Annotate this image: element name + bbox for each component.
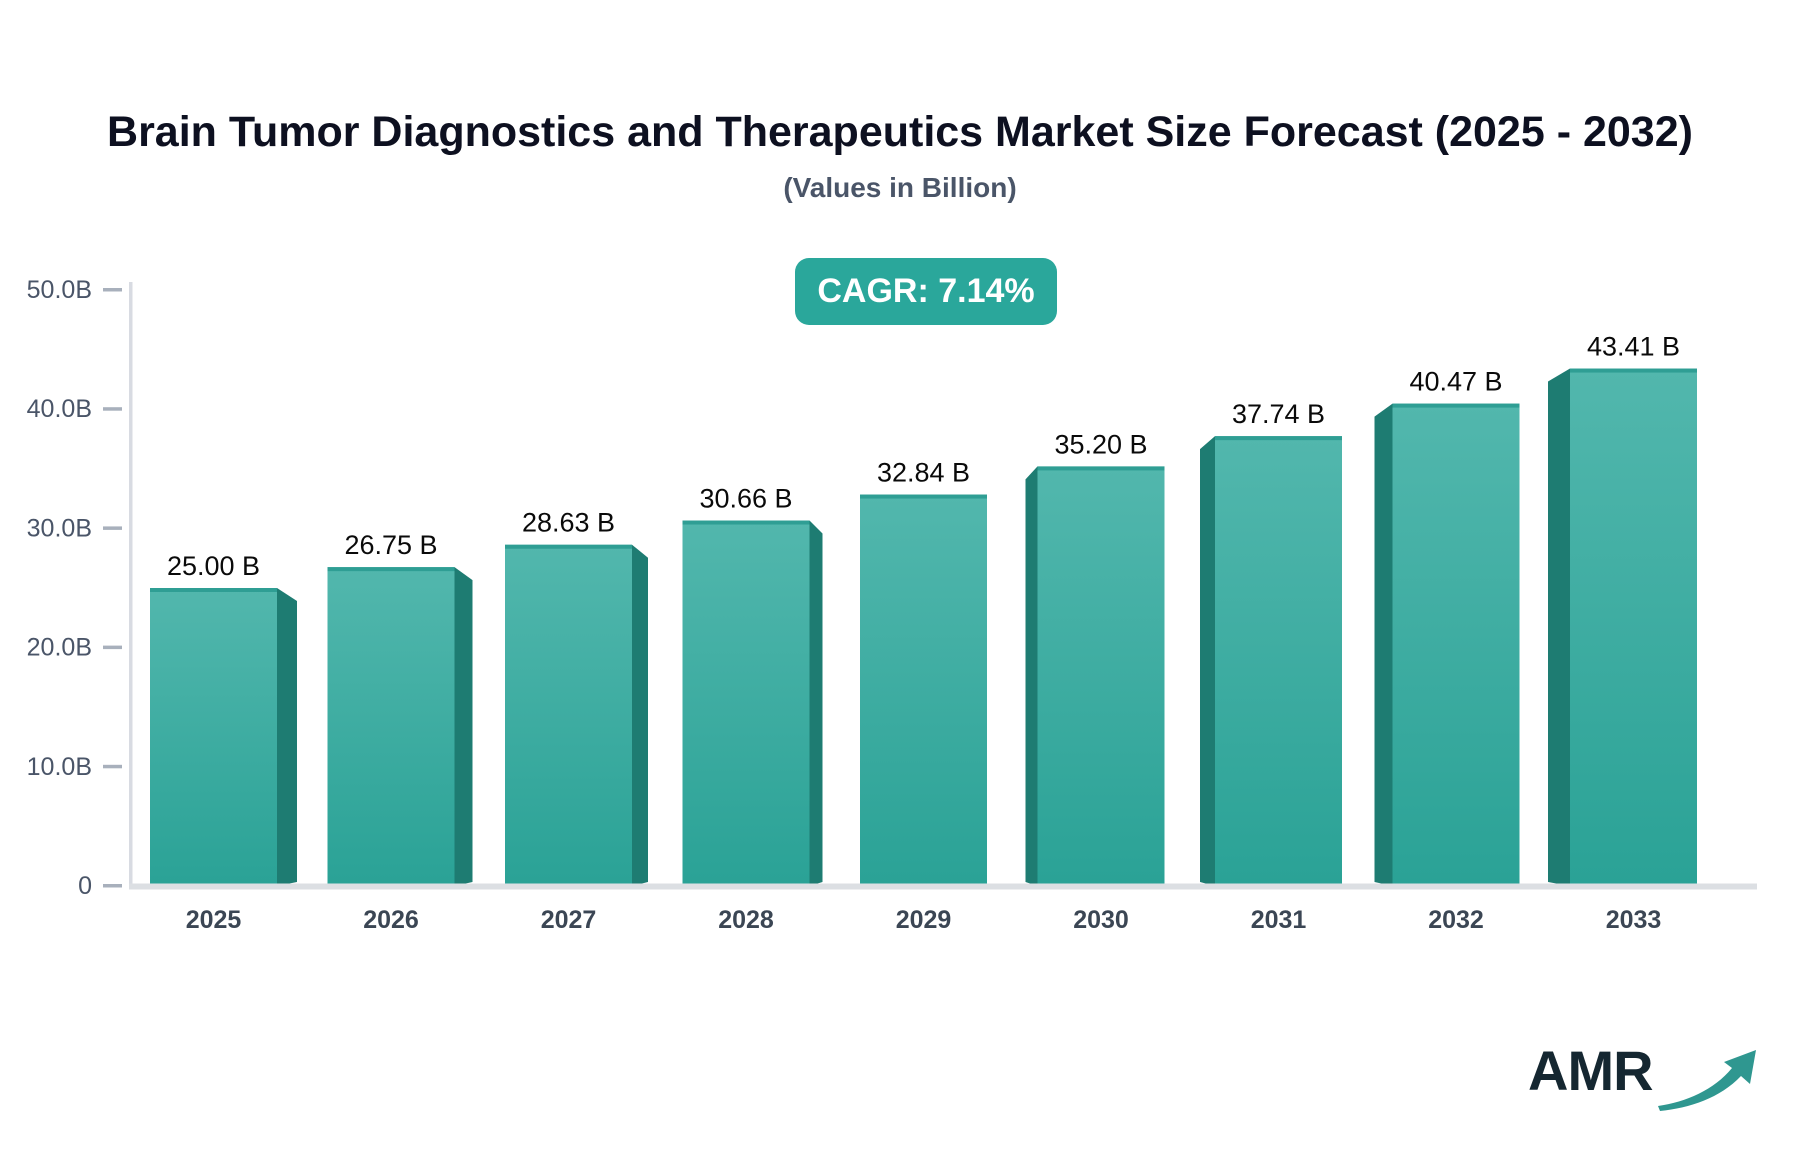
bar-2031-top-edge — [1215, 436, 1342, 441]
bar-2027-top-edge — [505, 544, 632, 549]
y-tick-label: 20.0B — [27, 634, 92, 662]
bar-2028-top-edge — [682, 520, 810, 525]
x-tick-label-2028: 2028 — [718, 906, 774, 934]
bar-2025 — [150, 588, 277, 886]
bar-2026-side — [454, 567, 473, 886]
bar-2029-top-edge — [860, 494, 987, 499]
bar-2027-side — [632, 544, 648, 886]
x-tick-label-2030: 2030 — [1073, 906, 1129, 934]
bar-2031 — [1215, 436, 1342, 886]
bar-2033-value-label: 43.41 B — [1587, 332, 1680, 362]
y-tick-label: 0 — [78, 872, 92, 900]
x-tick-label-2029: 2029 — [896, 906, 952, 934]
cagr-badge: CAGR: 7.14% — [795, 258, 1057, 325]
bar-2027 — [505, 544, 632, 886]
y-tick-mark — [103, 645, 122, 650]
x-tick-label-2033: 2033 — [1606, 906, 1662, 934]
bar-2026-value-label: 26.75 B — [344, 530, 437, 560]
y-tick-mark — [103, 288, 122, 292]
bar-2029-value-label: 32.84 B — [877, 458, 970, 488]
y-tick-label: 50.0B — [27, 276, 92, 304]
bar-2028-side — [809, 520, 823, 886]
growth-arrow-path — [1658, 1050, 1756, 1111]
x-tick-label-2025: 2025 — [186, 906, 242, 934]
bar-2032-side — [1374, 403, 1393, 886]
y-tick-label: 10.0B — [27, 753, 92, 781]
bar-2032 — [1392, 403, 1520, 886]
y-tick-label: 40.0B — [27, 395, 92, 423]
bar-2033 — [1570, 368, 1697, 886]
bar-2033-side — [1548, 368, 1570, 886]
amr-logo: AMR — [1528, 1038, 1756, 1118]
y-tick-mark — [103, 764, 122, 769]
chart-title: Brain Tumor Diagnostics and Therapeutics… — [107, 108, 1693, 156]
bar-2033-top-edge — [1570, 368, 1697, 373]
bar-2031-value-label: 37.74 B — [1232, 399, 1325, 429]
y-tick-mark — [103, 884, 122, 888]
bar-2027-value-label: 28.63 B — [522, 508, 615, 538]
bar-2032-top-edge — [1392, 403, 1520, 408]
x-tick-label-2026: 2026 — [363, 906, 419, 934]
bar-2025-value-label: 25.00 B — [167, 551, 260, 581]
bar-2030-top-edge — [1037, 466, 1165, 471]
x-tick-label-2031: 2031 — [1251, 906, 1307, 934]
bar-2028-value-label: 30.66 B — [699, 484, 792, 514]
x-axis-baseline — [129, 883, 1757, 890]
bar-2029 — [860, 494, 987, 886]
x-tick-label-2032: 2032 — [1428, 906, 1484, 934]
bar-2030-value-label: 35.20 B — [1054, 429, 1147, 459]
bar-2028 — [682, 520, 810, 886]
growth-arrow-icon — [1658, 1050, 1756, 1111]
bar-2030 — [1037, 466, 1165, 886]
bar-2032-value-label: 40.47 B — [1409, 367, 1502, 397]
y-tick-mark — [103, 526, 122, 530]
y-axis-line — [129, 282, 133, 888]
bar-2030-side — [1025, 466, 1038, 886]
bar-2025-side — [277, 588, 297, 886]
y-tick-label: 30.0B — [27, 514, 92, 542]
y-tick-mark — [103, 407, 122, 411]
bar-2026-top-edge — [327, 567, 455, 572]
bar-2025-top-edge — [150, 588, 277, 592]
chart-subtitle: (Values in Billion) — [783, 172, 1017, 203]
amr-logo-text: AMR — [1528, 1039, 1654, 1102]
bar-2031-side — [1200, 436, 1215, 886]
bar-2026 — [327, 567, 455, 886]
x-tick-label-2027: 2027 — [541, 906, 597, 934]
